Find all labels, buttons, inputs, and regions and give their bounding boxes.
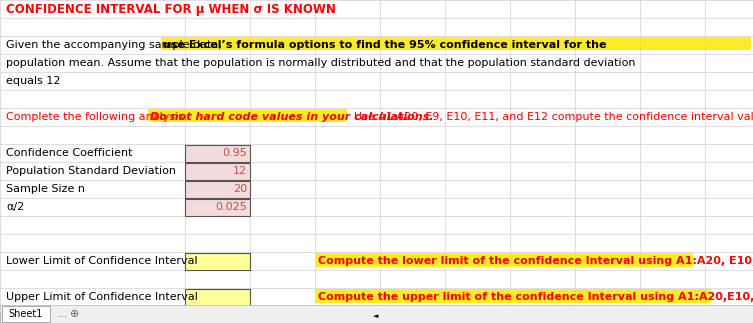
Text: Upper Limit of Confidence Interval: Upper Limit of Confidence Interval bbox=[6, 292, 198, 302]
Bar bbox=[185, 181, 250, 197]
Bar bbox=[316, 289, 712, 303]
Text: 12: 12 bbox=[233, 166, 247, 176]
Text: CONFIDENCE INTERVAL FOR μ WHEN σ IS KNOWN: CONFIDENCE INTERVAL FOR μ WHEN σ IS KNOW… bbox=[6, 3, 336, 16]
Text: use Excel’s formula options to find the 95% confidence interval for the: use Excel’s formula options to find the … bbox=[163, 40, 606, 50]
Text: Sample Size n: Sample Size n bbox=[6, 184, 85, 194]
Text: population mean. Assume that the population is normally distributed and that the: population mean. Assume that the populat… bbox=[6, 58, 636, 68]
Text: ...: ... bbox=[58, 309, 67, 319]
Text: ⊕: ⊕ bbox=[70, 309, 79, 319]
Text: Lower Limit of Confidence Interval: Lower Limit of Confidence Interval bbox=[6, 256, 197, 266]
Bar bbox=[185, 253, 250, 269]
Bar bbox=[185, 144, 250, 162]
Bar bbox=[0, 313, 753, 323]
Text: 20: 20 bbox=[233, 184, 247, 194]
Text: Given the accompanying sample data,: Given the accompanying sample data, bbox=[6, 40, 225, 50]
Bar bbox=[160, 37, 751, 50]
Text: equals 12: equals 12 bbox=[6, 76, 60, 86]
Bar bbox=[185, 199, 250, 215]
Text: 0.025: 0.025 bbox=[215, 202, 247, 212]
Text: Population Standard Deviation: Population Standard Deviation bbox=[6, 166, 176, 176]
Bar bbox=[185, 288, 250, 306]
Text: Compute the lower limit of the confidence Interval using A1:A20, E10, E11, AND E: Compute the lower limit of the confidenc… bbox=[318, 256, 753, 266]
Text: Sheet1: Sheet1 bbox=[9, 309, 43, 319]
Bar bbox=[2, 306, 50, 322]
Text: Complete the following analysis.: Complete the following analysis. bbox=[6, 112, 191, 122]
Text: ◄: ◄ bbox=[373, 313, 379, 319]
Text: Do not hard code values in your calculations.: Do not hard code values in your calculat… bbox=[150, 112, 433, 122]
Bar bbox=[0, 305, 753, 323]
Bar bbox=[316, 253, 694, 267]
Text: Compute the upper limit of the confidence Interval using A1:A20,E10, E11, E14, a: Compute the upper limit of the confidenc… bbox=[318, 292, 753, 302]
Text: Use A1:A20, E9, E10, E11, and E12 compute the confidence interval values.: Use A1:A20, E9, E10, E11, and E12 comput… bbox=[347, 112, 753, 122]
Bar bbox=[148, 109, 347, 122]
Text: Confidence Coefficient: Confidence Coefficient bbox=[6, 148, 133, 158]
Bar bbox=[185, 162, 250, 180]
Text: 0.95: 0.95 bbox=[222, 148, 247, 158]
Text: α/2: α/2 bbox=[6, 202, 24, 212]
